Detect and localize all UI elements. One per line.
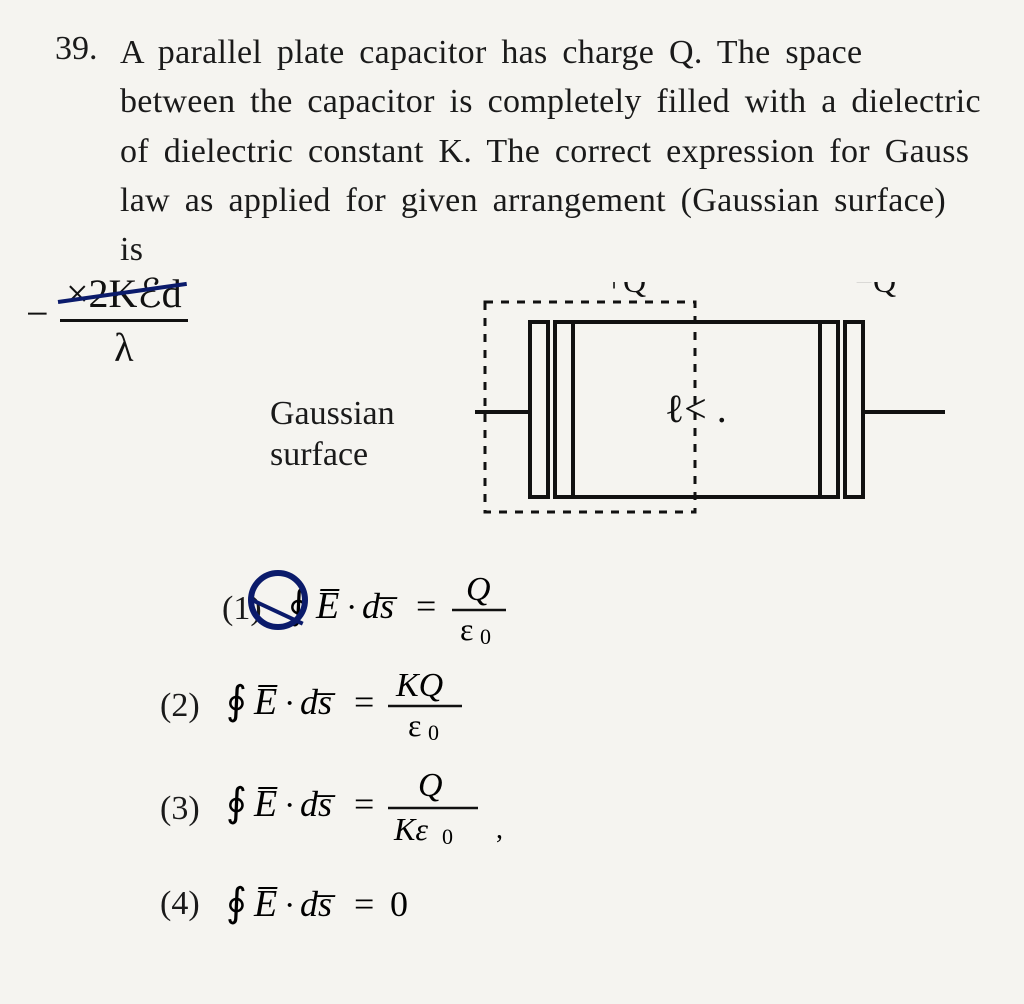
minus-q-label: −Q	[855, 282, 896, 299]
svg-text:Q: Q	[466, 571, 491, 608]
svg-text:0: 0	[390, 884, 408, 924]
capacitor-diagram: +Q −Q ℓ< .	[475, 282, 995, 552]
svg-text:E̅: E̅	[253, 783, 278, 825]
option-1-formula: ∮ E̅ · ds̅ = Q ε 0	[288, 574, 548, 644]
option-2[interactable]: (2) ∮ E̅ · ds̅ = KQ ε 0	[160, 668, 984, 744]
svg-text:0: 0	[442, 824, 453, 849]
svg-text:ds̅: ds̅	[300, 884, 336, 924]
option-3-label: (3)	[160, 790, 212, 828]
svg-text:E̅: E̅	[253, 883, 278, 925]
svg-text:∮: ∮	[226, 780, 247, 825]
svg-text:·: ·	[284, 887, 295, 924]
svg-text:ds̅: ds̅	[300, 784, 336, 824]
options-list: (1) ∮ E̅ · ds̅ = Q ε 0 (2) ∮ E̅ · ds̅ =	[120, 574, 984, 934]
plus-q-label: +Q	[605, 282, 646, 299]
svg-text:·: ·	[346, 589, 357, 626]
option-2-label: (2)	[160, 687, 212, 725]
question-number: 39.	[55, 30, 98, 68]
svg-text:Q: Q	[418, 767, 443, 804]
svg-text:=: =	[354, 884, 374, 924]
svg-text:∮: ∮	[226, 880, 247, 925]
svg-text:ds̅: ds̅	[362, 586, 398, 626]
option-4-formula: ∮ E̅ · ds̅ = 0	[226, 874, 506, 934]
option-3[interactable]: (3) ∮ E̅ · ds̅ = Q Kε 0 ,	[160, 768, 984, 850]
svg-text:KQ: KQ	[395, 667, 443, 704]
svg-text:=: =	[416, 586, 436, 626]
svg-text:ε: ε	[408, 707, 421, 743]
svg-text:=: =	[354, 784, 374, 824]
svg-text:·: ·	[284, 787, 295, 824]
svg-text:0: 0	[428, 720, 439, 745]
svg-text:,: ,	[496, 814, 503, 845]
option-4[interactable]: (4) ∮ E̅ · ds̅ = 0	[160, 874, 984, 934]
svg-text:0: 0	[480, 624, 491, 649]
question-text: A parallel plate capacitor has charge Q.…	[120, 28, 984, 274]
svg-text:ds̅: ds̅	[300, 682, 336, 722]
option-3-formula: ∮ E̅ · ds̅ = Q Kε 0 ,	[226, 768, 546, 850]
gaussian-surface-label: Gaussian surface	[270, 394, 395, 476]
svg-text:∮: ∮	[226, 678, 247, 723]
dielectric-mark: ℓ< .	[665, 386, 727, 431]
svg-text:E̅: E̅	[315, 585, 340, 627]
option-1[interactable]: (1) ∮ E̅ · ds̅ = Q ε 0	[160, 574, 984, 644]
svg-text:Kε: Kε	[393, 811, 428, 847]
svg-text:E̅: E̅	[253, 681, 278, 723]
svg-text:·: ·	[284, 685, 295, 722]
svg-text:=: =	[354, 682, 374, 722]
svg-text:ε: ε	[460, 611, 473, 647]
handwritten-minus: −	[26, 290, 49, 337]
option-2-formula: ∮ E̅ · ds̅ = KQ ε 0	[226, 668, 526, 744]
option-4-label: (4)	[160, 885, 212, 923]
